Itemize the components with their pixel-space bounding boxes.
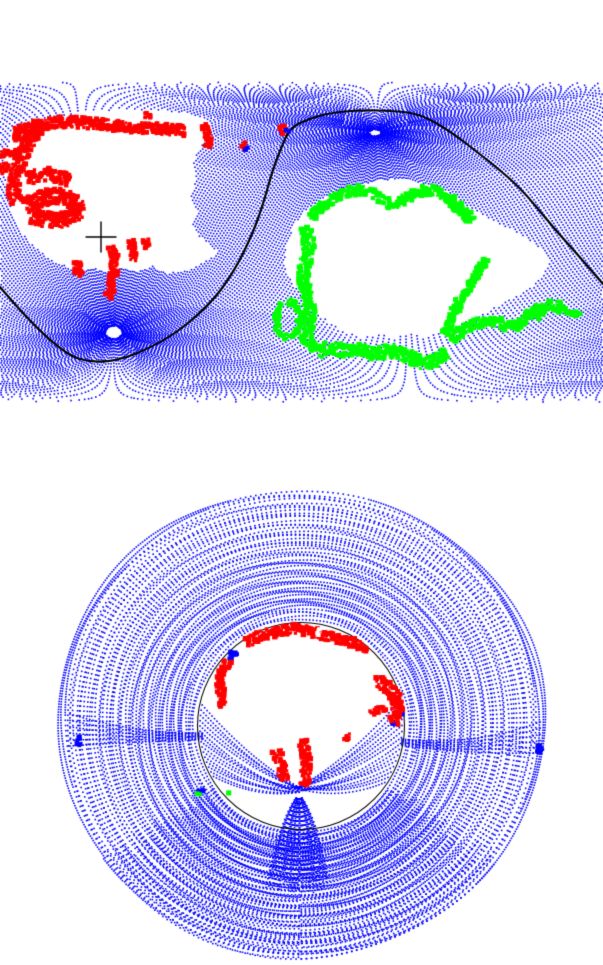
world-map-canvas [0, 0, 603, 420]
polar-view-canvas [0, 420, 603, 965]
